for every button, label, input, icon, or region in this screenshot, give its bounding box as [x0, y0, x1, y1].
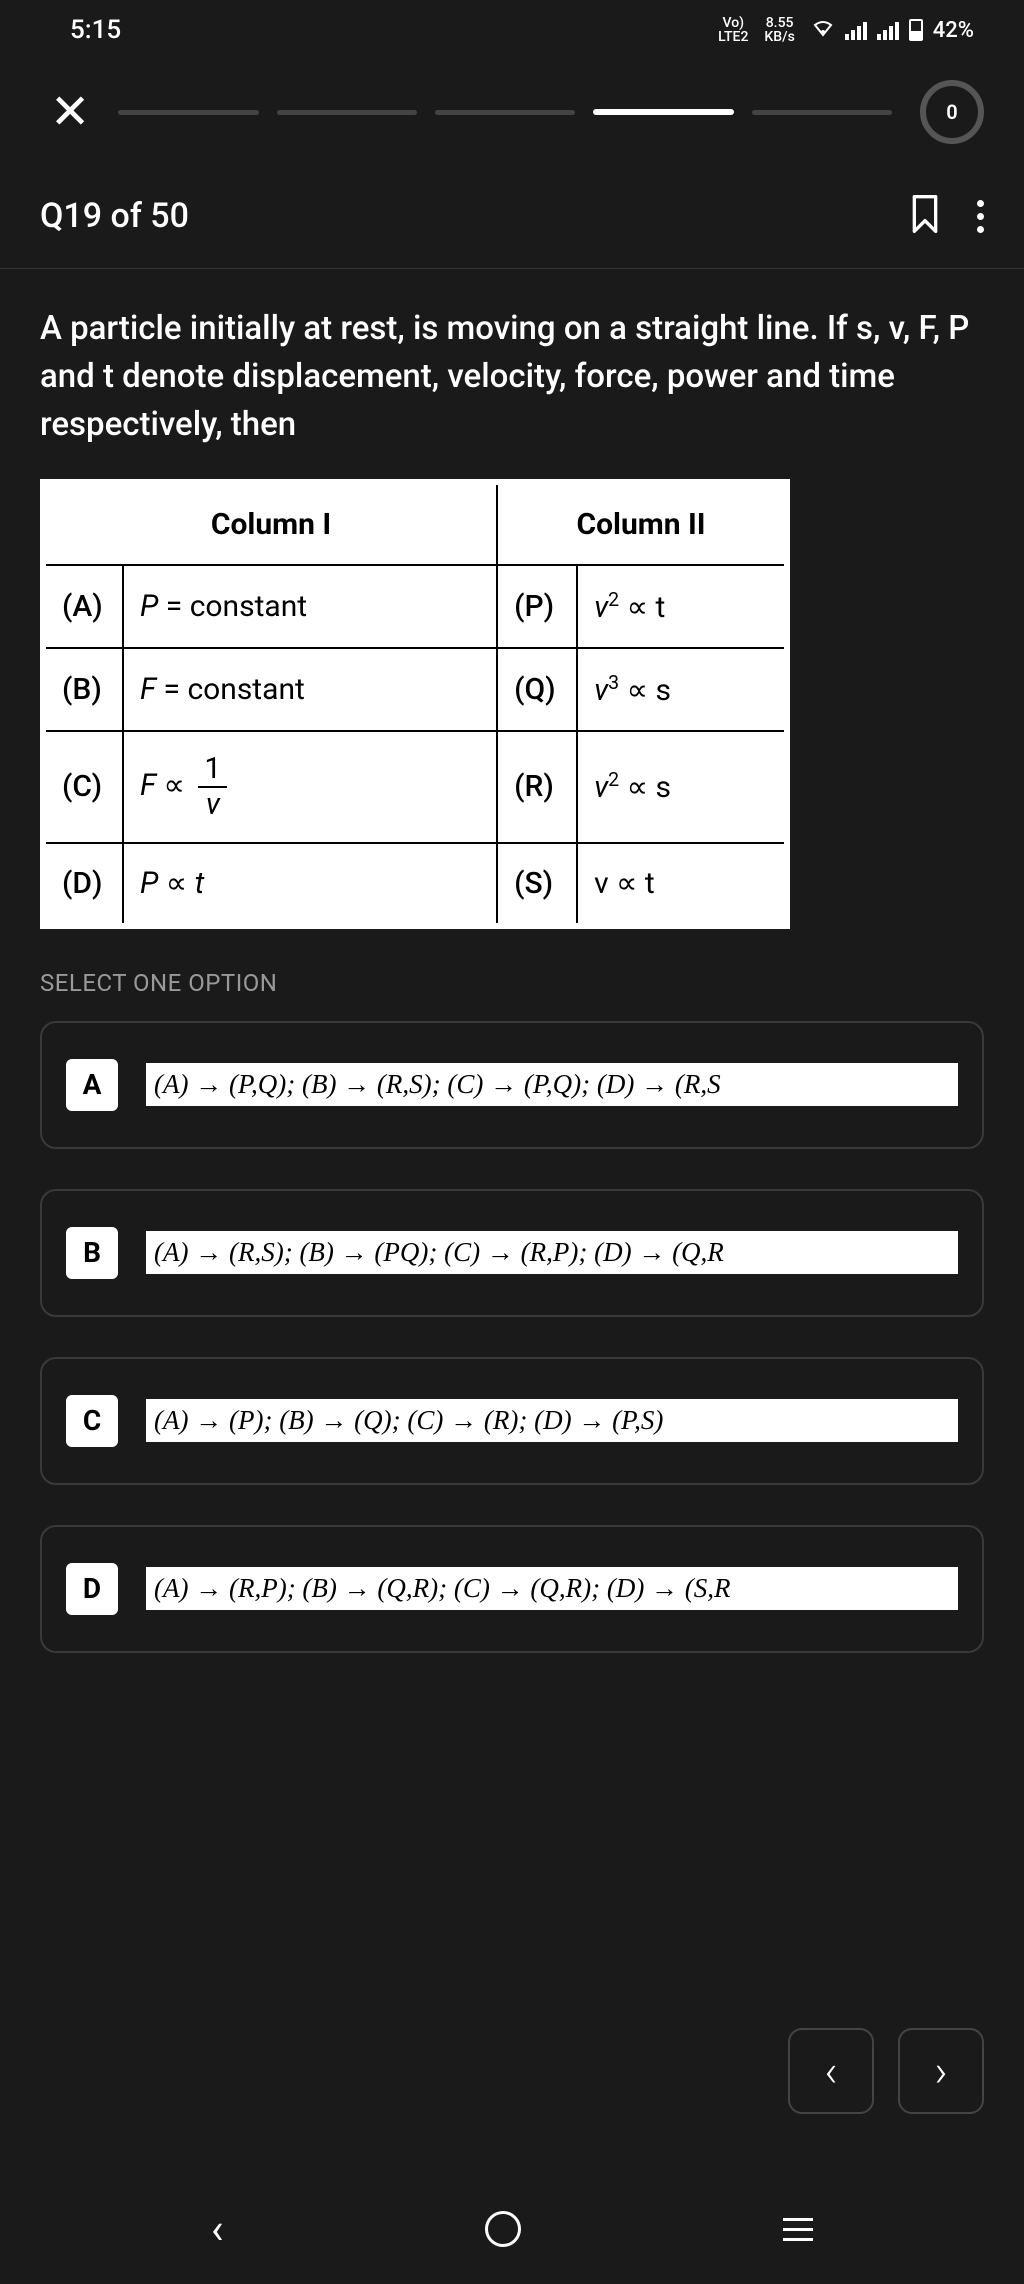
option-text: (A) → (P,Q); (B) → (R,S); (C) → (P,Q); (…	[146, 1063, 958, 1106]
question-header: Q19 of 50	[0, 174, 1024, 269]
option-text: (A) → (R,P); (B) → (Q,R); (C) → (Q,R); (…	[146, 1567, 958, 1610]
row-col2: v ∝ t	[577, 843, 787, 926]
score-badge[interactable]: 0	[920, 80, 984, 144]
signal-icon-2	[877, 20, 899, 40]
wifi-icon	[811, 17, 835, 43]
option-text: (A) → (R,S); (B) → (PQ); (C) → (R,P); (D…	[146, 1231, 958, 1274]
system-nav: ‹	[0, 2174, 1024, 2284]
close-icon[interactable]: ✕	[40, 88, 100, 136]
chevron-left-icon: ‹	[824, 2045, 837, 2097]
table-row: (A)P = constant(P)v2 ∝ t	[43, 565, 787, 648]
table-row: (C)F ∝ 1v(R)v2 ∝ s	[43, 731, 787, 843]
table-row: (B)F = constant(Q)v3 ∝ s	[43, 648, 787, 731]
progress-seg-4	[593, 109, 733, 115]
chevron-right-icon: ›	[934, 2045, 947, 2097]
option-letter: A	[66, 1059, 118, 1111]
question-table-wrap: Column I Column II (A)P = constant(P)v2 …	[0, 479, 1024, 969]
top-row: ✕ 0	[0, 60, 1024, 174]
network-label: Vo) LTE2	[718, 16, 748, 44]
system-home-icon[interactable]	[485, 2211, 521, 2247]
table-row: (D)P ∝ t(S)v ∝ t	[43, 843, 787, 926]
system-back-icon[interactable]: ‹	[211, 2205, 224, 2254]
signal-icon-1	[845, 20, 867, 40]
row-col1: F = constant	[123, 648, 497, 731]
table-header-col1: Column I	[43, 482, 497, 565]
row-label-2: (Q)	[497, 648, 577, 731]
progress-seg-1	[118, 110, 258, 115]
option-c[interactable]: C (A) → (P); (B) → (Q); (C) → (R); (D) → …	[40, 1357, 984, 1485]
status-time: 5:15	[70, 15, 121, 45]
option-a[interactable]: A (A) → (P,Q); (B) → (R,S); (C) → (P,Q); …	[40, 1021, 984, 1149]
row-label-1: (C)	[43, 731, 123, 843]
option-letter: C	[66, 1395, 118, 1447]
status-right: Vo) LTE2 8.55 KB/s 42%	[718, 16, 974, 44]
row-col2: v2 ∝ s	[577, 731, 787, 843]
row-label-1: (B)	[43, 648, 123, 731]
options-list: A (A) → (P,Q); (B) → (R,S); (C) → (P,Q); …	[0, 1021, 1024, 1653]
progress-seg-2	[277, 110, 417, 115]
question-text: A particle initially at rest, is moving …	[0, 269, 1024, 479]
table-header-col2: Column II	[497, 482, 787, 565]
score-badge-value: 0	[946, 100, 957, 124]
row-label-2: (R)	[497, 731, 577, 843]
question-table: Column I Column II (A)P = constant(P)v2 …	[40, 479, 790, 929]
progress-seg-3	[435, 110, 575, 115]
row-label-1: (A)	[43, 565, 123, 648]
row-col1: P = constant	[123, 565, 497, 648]
progress-seg-5	[752, 110, 892, 115]
option-letter: B	[66, 1227, 118, 1279]
bookmark-icon[interactable]	[909, 194, 941, 238]
status-bar: 5:15 Vo) LTE2 8.55 KB/s 42%	[0, 0, 1024, 60]
row-col1: P ∝ t	[123, 843, 497, 926]
option-b[interactable]: B (A) → (R,S); (B) → (PQ); (C) → (R,P); (…	[40, 1189, 984, 1317]
select-one-label: SELECT ONE OPTION	[0, 969, 1024, 1021]
battery-icon	[909, 19, 923, 41]
row-col2: v2 ∝ t	[577, 565, 787, 648]
battery-percent: 42%	[933, 18, 974, 43]
speed-label: 8.55 KB/s	[764, 16, 794, 44]
row-label-2: (S)	[497, 843, 577, 926]
option-letter: D	[66, 1563, 118, 1615]
row-col1: F ∝ 1v	[123, 731, 497, 843]
option-text: (A) → (P); (B) → (Q); (C) → (R); (D) → (…	[146, 1399, 958, 1442]
system-recent-icon[interactable]	[783, 2218, 813, 2241]
next-button[interactable]: ›	[898, 2028, 984, 2114]
option-d[interactable]: D (A) → (R,P); (B) → (Q,R); (C) → (Q,R); …	[40, 1525, 984, 1653]
nav-arrows: ‹ ›	[788, 2028, 984, 2114]
prev-button[interactable]: ‹	[788, 2028, 874, 2114]
row-col2: v3 ∝ s	[577, 648, 787, 731]
row-label-2: (P)	[497, 565, 577, 648]
more-icon[interactable]	[977, 200, 984, 233]
row-label-1: (D)	[43, 843, 123, 926]
question-counter: Q19 of 50	[40, 196, 189, 236]
